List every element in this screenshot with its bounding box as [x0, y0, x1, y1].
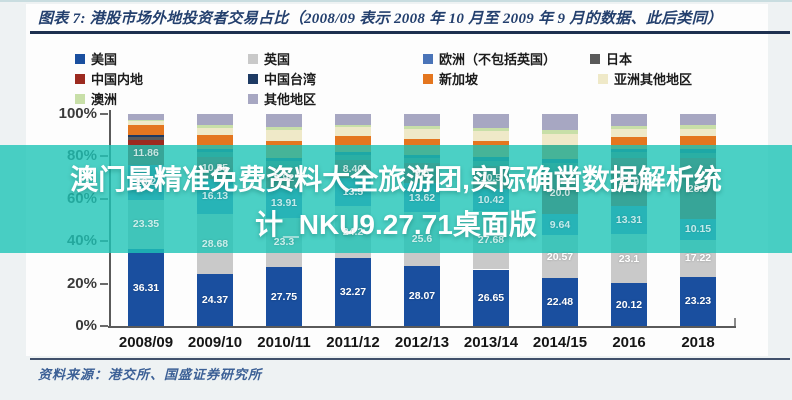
legend-item: 英国 [248, 49, 290, 68]
x-axis-category-label: 2008/09 [118, 334, 174, 351]
chart-title: 图表 7: 港股市场外地投资者交易占比（2008/09 表示 2008 年 10… [38, 11, 723, 27]
bar-segment [542, 278, 578, 326]
bar-segment [611, 283, 647, 326]
legend-item: 中国内地 [75, 69, 143, 88]
bar-segment [266, 129, 302, 141]
legend-swatch [423, 53, 433, 64]
bar-segment [335, 257, 371, 326]
legend-label: 亚洲其他地区 [614, 72, 693, 87]
bar-segment [611, 129, 647, 137]
bar-segment [335, 127, 371, 137]
legend-label: 中国台湾 [264, 72, 317, 87]
legend-item: 欧洲（不包括英国） [423, 49, 556, 68]
bar-segment [197, 127, 233, 135]
legend-swatch [423, 73, 433, 84]
x-axis-category-label: 2010/11 [257, 334, 311, 351]
x-axis-line [108, 326, 736, 328]
legend-swatch [248, 53, 258, 64]
bar-segment [680, 276, 716, 326]
bar-segment [128, 249, 164, 326]
x-axis-category-label: 2018 [681, 334, 715, 351]
legend-swatch [590, 53, 600, 64]
bar-segment [542, 134, 578, 145]
legend-item: 澳洲 [75, 89, 117, 108]
x-axis-category-label: 2009/10 [187, 334, 243, 351]
chart-legend: 美国 英国 欧洲（不包括英国） 日本中国内地 中国台湾 新加坡 亚洲其他地区澳洲 其他地区 [0, 0, 792, 110]
watermark-text-line2: 计_NKU9.27.71桌面版 [255, 209, 537, 240]
bar-segment [542, 129, 578, 135]
legend-label: 其他地区 [264, 92, 317, 107]
bar-segment [128, 120, 164, 125]
x-axis-category-label: 2016 [612, 334, 646, 351]
bar-segment [680, 114, 716, 126]
bar-segment [680, 128, 716, 136]
source-divider-line [30, 358, 790, 360]
x-axis-category-label: 2011/12 [326, 334, 380, 351]
y-axis-tick-mark [100, 325, 108, 327]
top-edge-line [0, 0, 792, 2]
y-axis-tick-mark [100, 282, 108, 285]
legend-item: 日本 [590, 49, 632, 68]
y-axis-tick-label: 20% [66, 274, 97, 292]
legend-label: 日本 [606, 52, 633, 67]
legend-label: 欧洲（不包括英国） [439, 52, 557, 67]
bar-segment [266, 126, 302, 130]
bar-segment [473, 269, 509, 326]
legend-item: 中国台湾 [248, 69, 316, 88]
legend-label: 美国 [91, 52, 118, 67]
legend-label: 澳洲 [91, 92, 118, 107]
legend-item: 美国 [75, 49, 117, 68]
legend-label: 英国 [264, 52, 291, 67]
legend-label: 新加坡 [439, 72, 479, 87]
legend-label: 中国内地 [91, 72, 144, 87]
bar-segment [128, 134, 164, 137]
legend-swatch [75, 73, 85, 84]
bar-segment [266, 267, 302, 326]
legend-item: 亚洲其他地区 [598, 69, 692, 88]
bar-segment [335, 124, 371, 128]
legend-swatch [598, 73, 608, 84]
bar-segment [128, 119, 164, 121]
source-note: 资料来源：港交所、国盛证券研究所 [38, 367, 263, 382]
legend-swatch [248, 93, 258, 104]
bar-segment [197, 114, 233, 126]
bar-segment [404, 129, 440, 139]
bar-segment [404, 114, 440, 127]
bar-segment [611, 114, 647, 126]
bar-segment [404, 266, 440, 326]
bar-segment [542, 114, 578, 130]
watermark-text-line1: 澳门最精准免费资料大全旅游团,实际确凿数据解析统 [70, 164, 722, 195]
bar-segment [611, 125, 647, 130]
bar-segment [128, 124, 164, 135]
bar-segment [335, 114, 371, 125]
bar-segment [128, 114, 164, 120]
x-axis-category-label: 2013/14 [463, 334, 519, 351]
x-axis-category-label: 2014/15 [532, 334, 588, 351]
title-divider-line [30, 31, 790, 34]
bar-segment [473, 130, 509, 141]
legend-swatch [75, 53, 85, 64]
bar-segment [197, 125, 233, 128]
bar-segment [197, 274, 233, 326]
bar-segment [266, 114, 302, 127]
x-axis-end-tick [734, 318, 736, 326]
legend-swatch [248, 73, 258, 84]
legend-item: 新加坡 [423, 69, 478, 88]
y-axis-tick-label: 0% [75, 317, 97, 334]
x-axis-category-label: 2012/13 [394, 334, 450, 351]
bar-segment [680, 125, 716, 129]
y-axis-tick-mark [100, 113, 108, 115]
watermark-overlay-banner: 澳门最精准免费资料大全旅游团,实际确凿数据解析统 计_NKU9.27.71桌面版 [0, 145, 792, 253]
bar-segment [473, 127, 509, 131]
bar-segment [473, 114, 509, 128]
y-axis-tick-label: 100% [58, 105, 97, 122]
legend-swatch [75, 93, 85, 104]
bar-segment [404, 126, 440, 130]
bar-segment [128, 136, 164, 141]
legend-item: 其他地区 [248, 89, 316, 108]
